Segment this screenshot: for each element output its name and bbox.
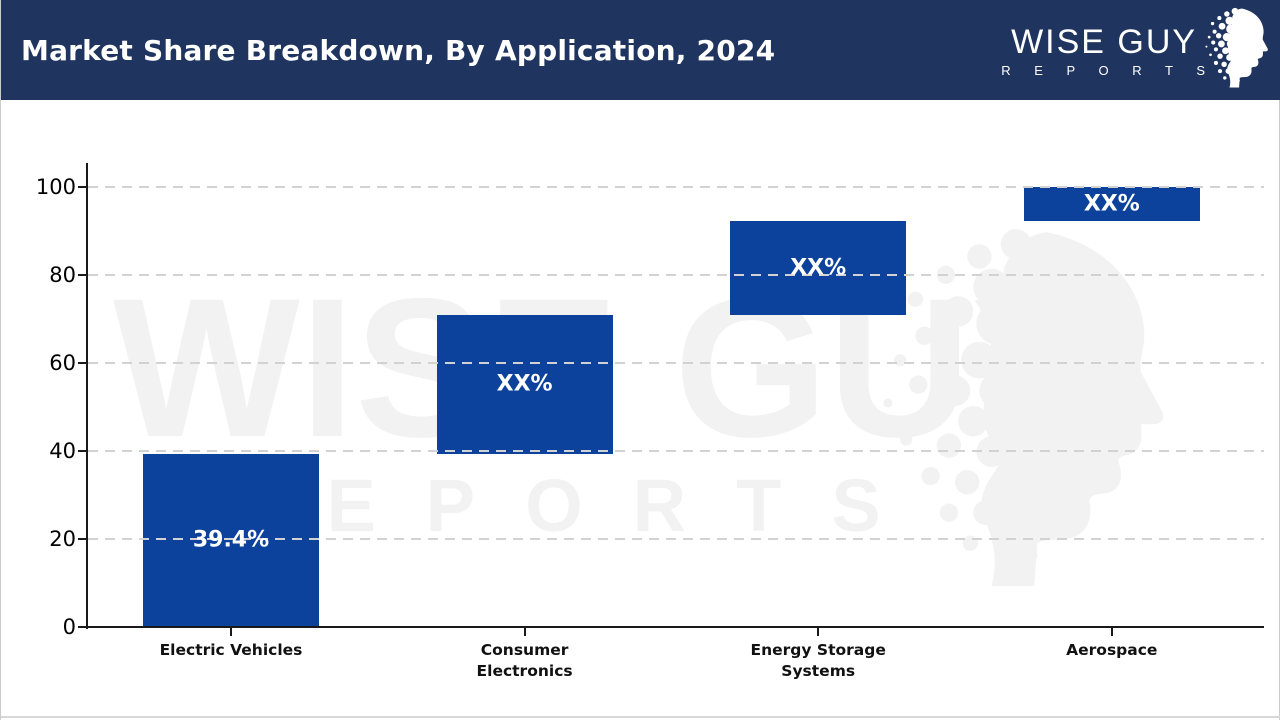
x-category-label: Aerospace xyxy=(992,640,1232,661)
x-category-label: Energy Storage Systems xyxy=(698,640,938,682)
x-category-label: Consumer Electronics xyxy=(405,640,645,682)
x-tick-1 xyxy=(523,628,526,636)
market-share-chart: 0 20 40 60 80 100 Electric Vehicles Consumer Ele… xyxy=(1,100,1280,716)
bar-aerospace xyxy=(1023,187,1200,222)
gridline-60 xyxy=(88,362,1264,364)
watermark-head-icon xyxy=(883,229,1164,586)
bar-value-label: XX% xyxy=(790,255,847,281)
x-category-label-line: Aerospace xyxy=(1066,641,1158,659)
logo-subtitle: R E P O R T S xyxy=(1001,63,1215,78)
x-tick-0 xyxy=(230,628,232,636)
logo-wordmark: WISE GUY xyxy=(1011,23,1198,61)
wise-guy-reports-logo: WISE GUY R E P O R T S xyxy=(993,6,1269,90)
x-category-label-line: Electronics xyxy=(476,662,573,680)
gridline-40 xyxy=(88,450,1264,452)
x-axis-spine xyxy=(86,626,1264,628)
y-axis-spine xyxy=(86,163,88,629)
y-tick-0 xyxy=(78,626,86,628)
x-tick-2 xyxy=(817,628,820,636)
bar-consumer-electronics xyxy=(436,314,613,454)
y-tick-label-60: 60 xyxy=(49,351,76,375)
x-category-label-line: Consumer xyxy=(480,641,569,659)
y-tick-60 xyxy=(78,362,86,364)
x-category-label-line: Electric Vehicles xyxy=(159,641,303,659)
bar-electric-vehicles xyxy=(143,453,319,627)
y-tick-40 xyxy=(78,450,86,452)
page-title: Market Share Breakdown, By Application, … xyxy=(21,33,776,67)
bar-value-label: XX% xyxy=(1083,191,1140,217)
y-tick-label-80: 80 xyxy=(49,263,76,287)
y-tick-100 xyxy=(78,186,86,188)
x-category-label-line: Energy Storage xyxy=(750,641,886,659)
gridline-20 xyxy=(88,538,1264,540)
gridline-80 xyxy=(88,274,1264,276)
watermark-subtitle: REPORTS xyxy=(223,464,931,547)
y-tick-label-20: 20 xyxy=(49,527,76,551)
x-tick-3 xyxy=(1110,628,1113,636)
header-bar: Market Share Breakdown, By Application, … xyxy=(1,0,1280,100)
gridline-100 xyxy=(88,186,1264,188)
footer-divider xyxy=(1,716,1280,718)
y-tick-label-0: 0 xyxy=(62,615,76,639)
y-tick-80 xyxy=(78,274,86,276)
y-tick-label-100: 100 xyxy=(35,175,76,199)
y-tick-20 xyxy=(78,538,86,540)
bar-value-label: 39.4% xyxy=(192,527,270,553)
logo-text: WISE GUY R E P O R T S xyxy=(993,24,1215,78)
dotted-head-profile-icon xyxy=(1205,7,1268,88)
y-tick-label-40: 40 xyxy=(49,439,76,463)
bar-value-label: XX% xyxy=(496,371,553,397)
x-category-label: Electric Vehicles xyxy=(111,640,351,661)
x-category-label-line: Systems xyxy=(781,662,856,680)
bar-energy-storage-systems xyxy=(730,221,907,315)
